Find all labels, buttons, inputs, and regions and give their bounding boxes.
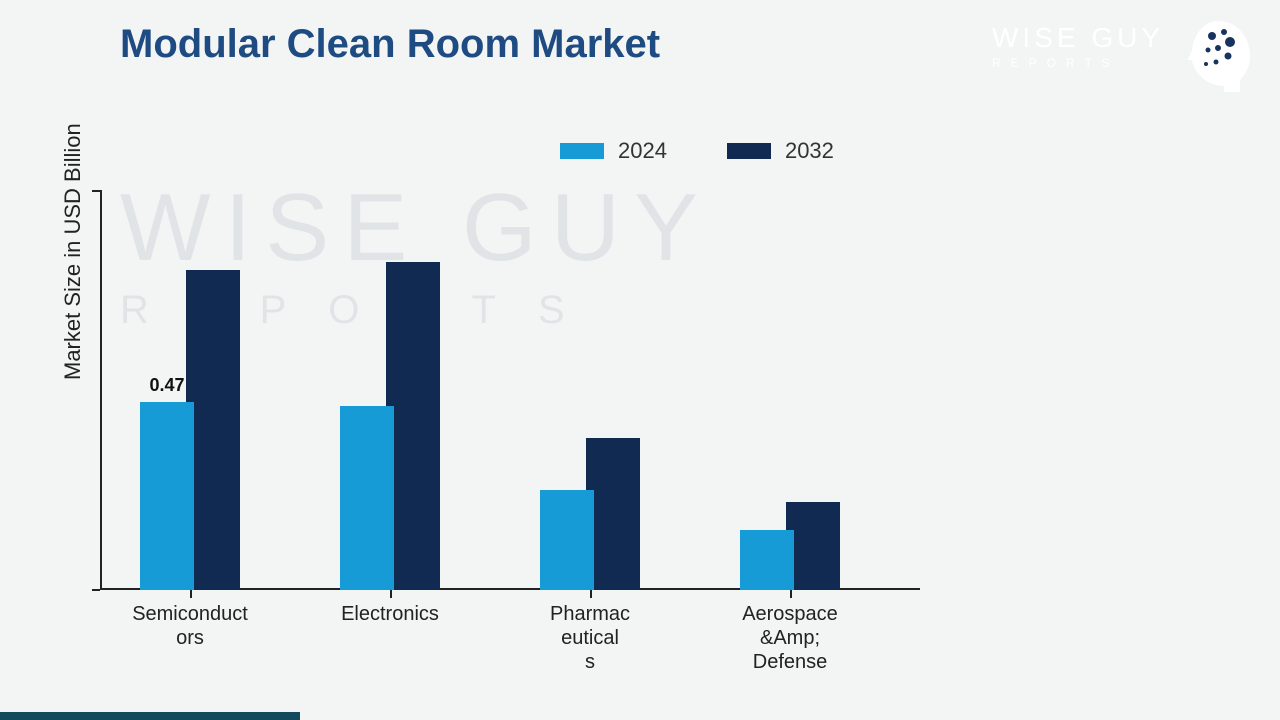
bar — [540, 490, 594, 590]
bar — [586, 438, 640, 590]
bar-data-label: 0.47 — [149, 375, 184, 396]
x-tick — [590, 590, 592, 598]
legend-item-1: 2032 — [727, 138, 834, 164]
legend-label-1: 2032 — [785, 138, 834, 164]
bottom-accent-bar — [0, 712, 300, 720]
bar-group — [140, 270, 240, 590]
y-axis-label: Market Size in USD Billion — [60, 123, 86, 380]
y-axis — [100, 190, 102, 590]
bar — [186, 270, 240, 590]
bar — [386, 262, 440, 590]
y-tick — [92, 190, 100, 192]
bar — [740, 530, 794, 590]
category-label: Semiconductors — [115, 602, 265, 650]
brand-logo: WISE GUY REPORTS — [992, 22, 1252, 92]
x-tick — [190, 590, 192, 598]
category-label: Aerospace&Amp;Defense — [715, 602, 865, 674]
logo-head-icon — [1178, 16, 1258, 96]
x-tick — [790, 590, 792, 598]
bar — [786, 502, 840, 590]
legend-label-0: 2024 — [618, 138, 667, 164]
legend-swatch-0 — [560, 143, 604, 159]
logo-line1: WISE GUY — [992, 22, 1164, 54]
category-label: Pharmaceuticals — [515, 602, 665, 674]
legend-swatch-1 — [727, 143, 771, 159]
bar — [340, 406, 394, 590]
y-tick — [92, 589, 100, 591]
bar-group — [340, 262, 440, 590]
chart-title: Modular Clean Room Market — [120, 22, 660, 67]
plot-area: Semiconductors0.47ElectronicsPharmaceuti… — [100, 190, 920, 590]
legend: 2024 2032 — [560, 138, 834, 164]
bar — [140, 402, 194, 590]
legend-item-0: 2024 — [560, 138, 667, 164]
right-panel — [970, 0, 1280, 720]
category-label: Electronics — [315, 602, 465, 626]
bar-group — [540, 438, 640, 590]
x-tick — [390, 590, 392, 598]
chart-canvas: WISE GUY REPORTS WISE GUY REPORTS Modula… — [0, 0, 1280, 720]
bar-group — [740, 502, 840, 590]
logo-line2: REPORTS — [992, 56, 1120, 70]
